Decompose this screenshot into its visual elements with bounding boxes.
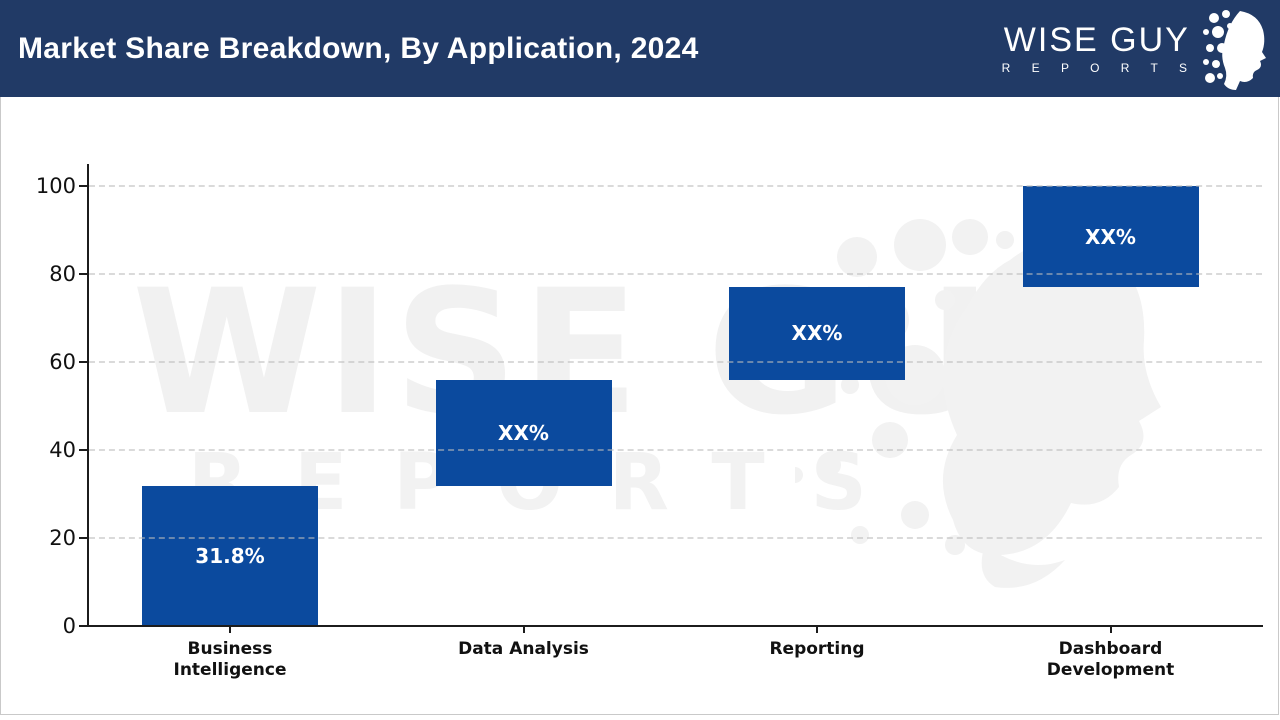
y-tick-mark (79, 185, 87, 187)
y-tick-label: 100 (35, 174, 76, 198)
bar (435, 379, 612, 487)
brand-logo: WISE GUY R E P O R T S (998, 0, 1272, 97)
gridline (89, 273, 1262, 275)
chart-title: Market Share Breakdown, By Application, … (18, 31, 699, 65)
brand-logo-subtitle: R E P O R T S (1001, 61, 1196, 75)
y-tick-mark (79, 273, 87, 275)
bar-label: XX% (791, 321, 843, 346)
x-tick-mark (522, 627, 525, 633)
bar (1022, 186, 1199, 288)
y-tick-label: 80 (49, 262, 76, 286)
y-tick-mark (79, 361, 87, 363)
bar-label: XX% (498, 420, 549, 445)
y-tick-mark (79, 625, 87, 627)
y-tick-label: 60 (49, 350, 76, 374)
header-bar: Market Share Breakdown, By Application, … (0, 0, 1280, 97)
gridline (89, 361, 1262, 363)
bar (142, 486, 318, 626)
gridline (89, 449, 1262, 451)
y-tick-label: 0 (62, 614, 76, 638)
bar (729, 287, 905, 380)
brand-logo-name: WISE GUY (1003, 21, 1190, 59)
gridline (89, 185, 1262, 187)
x-tick-mark (229, 627, 231, 633)
x-axis-line (87, 625, 1263, 627)
x-category-label: Business Intelligence (173, 639, 287, 680)
bar-label: 31.8% (195, 544, 265, 569)
x-tick-mark (816, 627, 818, 633)
y-tick-label: 40 (49, 438, 76, 462)
gridline (89, 537, 1262, 539)
y-tick-mark (79, 449, 87, 451)
y-tick-label: 20 (49, 526, 76, 550)
bar-label: XX% (1085, 224, 1136, 249)
brand-logo-text: WISE GUY R E P O R T S (998, 23, 1196, 74)
brand-logo-face-icon (1203, 9, 1266, 90)
x-category-label: Dashboard Development (1046, 639, 1175, 680)
y-tick-mark (79, 537, 87, 539)
x-category-label: Data Analysis (458, 639, 589, 659)
x-tick-mark (1109, 627, 1112, 633)
y-axis-line (87, 164, 89, 627)
x-category-label: Reporting (769, 639, 865, 659)
